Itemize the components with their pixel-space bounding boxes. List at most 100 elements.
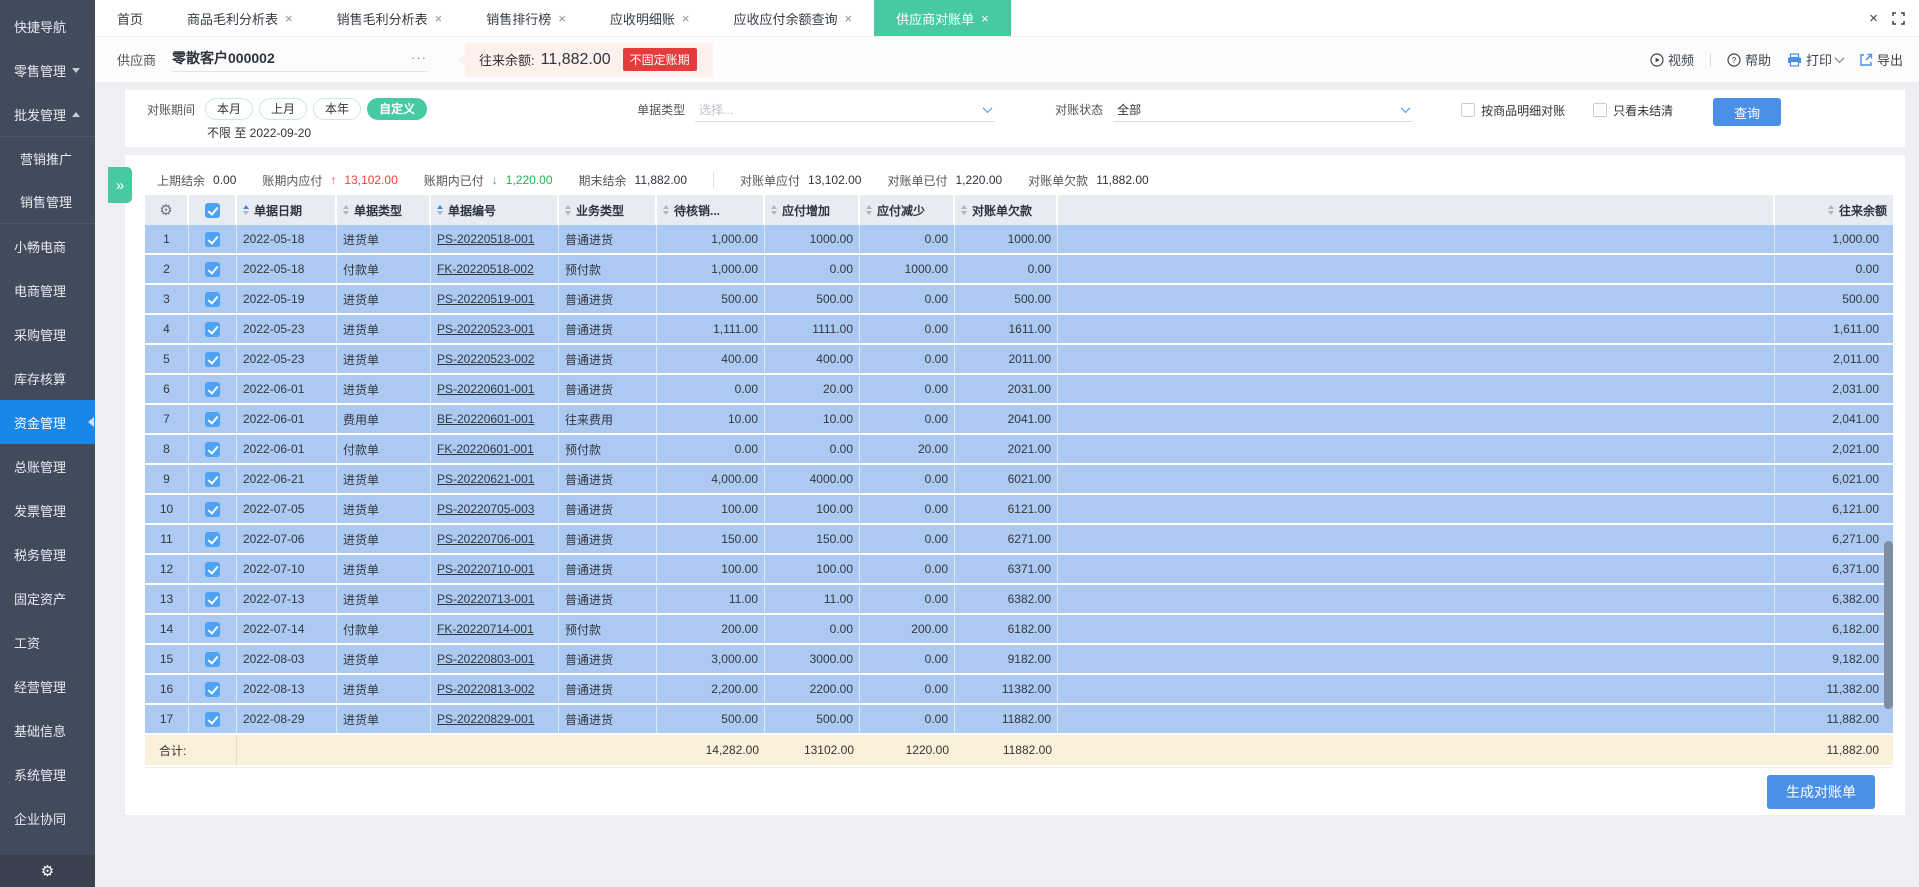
table-row[interactable]: 12 2022-07-10 进货单 PS-20220710-001 普通进货 1… [145, 555, 1893, 585]
doc-no-link[interactable]: PS-20220519-001 [437, 292, 535, 306]
period-option-last-month[interactable]: 上月 [259, 98, 308, 120]
sidebar-item-工资[interactable]: 工资 [14, 635, 41, 651]
generate-statement-button[interactable]: 生成对账单 [1767, 774, 1875, 809]
tab-应收应付余额查询[interactable]: 应收应付余额查询 × [733, 10, 853, 27]
period-option-custom[interactable]: 自定义 [367, 98, 428, 120]
row-checkbox[interactable] [189, 705, 237, 733]
row-checkbox[interactable] [189, 645, 237, 673]
table-row[interactable]: 17 2022-08-29 进货单 PS-20220829-001 普通进货 5… [145, 705, 1893, 735]
tab-close-icon[interactable]: × [285, 10, 293, 26]
row-checkbox[interactable] [189, 345, 237, 373]
column-header-单据类型[interactable]: 单据类型 [337, 195, 431, 225]
doc-no-link[interactable]: PS-20220829-001 [437, 712, 535, 726]
table-row[interactable]: 16 2022-08-13 进货单 PS-20220813-002 普通进货 2… [145, 675, 1893, 705]
row-checkbox[interactable] [189, 525, 237, 553]
sidebar-item-零售管理[interactable]: 零售管理 [0, 48, 95, 92]
sidebar-item-税务管理[interactable]: 税务管理 [14, 547, 67, 563]
fullscreen-icon[interactable] [1892, 11, 1905, 25]
tab-close-icon[interactable]: × [681, 10, 690, 26]
select-all-checkbox[interactable] [189, 195, 237, 225]
table-row[interactable]: 6 2022-06-01 进货单 PS-20220601-001 普通进货 0.… [145, 375, 1893, 405]
table-row[interactable]: 4 2022-05-23 进货单 PS-20220523-001 普通进货 1,… [145, 315, 1893, 345]
sort-icon[interactable] [243, 205, 249, 215]
tab-销售排行榜[interactable]: 销售排行榜 × [486, 10, 566, 27]
query-button[interactable]: 查询 [1713, 98, 1782, 126]
sidebar-item-基础信息[interactable]: 基础信息 [14, 723, 67, 739]
row-checkbox[interactable] [189, 555, 237, 583]
column-header-单据日期[interactable]: 单据日期 [237, 195, 337, 225]
sidebar-item-营销推广[interactable]: 营销推广 [0, 136, 95, 180]
table-row[interactable]: 9 2022-06-21 进货单 PS-20220621-001 普通进货 4,… [145, 465, 1893, 495]
doc-no-link[interactable]: PS-20220706-001 [437, 532, 535, 546]
row-checkbox[interactable] [189, 375, 237, 403]
period-range-value[interactable]: 不限 至 2022-09-20 [207, 126, 312, 140]
sort-icon[interactable] [437, 205, 443, 215]
sidebar-item-系统管理[interactable]: 系统管理 [14, 767, 67, 783]
sidebar-item-总账管理[interactable]: 总账管理 [14, 459, 67, 475]
sidebar-item-经营管理[interactable]: 经营管理 [14, 679, 67, 695]
sidebar-item-快捷导航[interactable]: 快捷导航 [14, 19, 67, 35]
doc-no-link[interactable]: PS-20220523-002 [437, 352, 535, 366]
sort-icon[interactable] [771, 205, 777, 215]
doc-no-link[interactable]: PS-20220705-003 [437, 502, 535, 516]
column-header-往来余额[interactable]: 往来余额 [1775, 195, 1893, 225]
table-row[interactable]: 11 2022-07-06 进货单 PS-20220706-001 普通进货 1… [145, 525, 1893, 555]
export-button[interactable]: 导出 [1859, 50, 1903, 69]
table-row[interactable]: 2 2022-05-18 付款单 FK-20220518-002 预付款 1,0… [145, 255, 1893, 285]
doc-no-link[interactable]: PS-20220621-001 [437, 472, 535, 486]
row-checkbox[interactable] [189, 615, 237, 643]
row-checkbox[interactable] [189, 255, 237, 283]
table-row[interactable]: 15 2022-08-03 进货单 PS-20220803-001 普通进货 3… [145, 645, 1893, 675]
table-row[interactable]: 8 2022-06-01 付款单 FK-20220601-001 预付款 0.0… [145, 435, 1893, 465]
doc-no-link[interactable]: BE-20220601-001 [437, 412, 535, 426]
table-row[interactable]: 10 2022-07-05 进货单 PS-20220705-003 普通进货 1… [145, 495, 1893, 525]
expand-panel-button[interactable]: » [108, 167, 132, 203]
column-header-待核销...[interactable]: 待核销... [657, 195, 765, 225]
supplier-more-icon[interactable]: ··· [411, 50, 428, 65]
tab-首页[interactable]: 首页 [117, 11, 144, 27]
sidebar-item-批发管理[interactable]: 批发管理 [0, 92, 95, 136]
table-row[interactable]: 3 2022-05-19 进货单 PS-20220519-001 普通进货 50… [145, 285, 1893, 315]
doc-no-link[interactable]: PS-20220803-001 [437, 652, 535, 666]
table-row[interactable]: 13 2022-07-13 进货单 PS-20220713-001 普通进货 1… [145, 585, 1893, 615]
period-option-this-month[interactable]: 本月 [205, 98, 254, 120]
doc-type-select[interactable]: 选择... [695, 98, 996, 122]
row-checkbox[interactable] [189, 405, 237, 433]
detail-checkbox[interactable] [1461, 103, 1476, 117]
tab-商品毛利分析表[interactable]: 商品毛利分析表 × [187, 10, 293, 27]
sidebar-item-电商管理[interactable]: 电商管理 [14, 283, 67, 299]
close-window-icon[interactable]: × [1869, 9, 1878, 27]
sort-icon[interactable] [343, 205, 349, 215]
row-checkbox[interactable] [189, 315, 237, 343]
doc-no-link[interactable]: PS-20220523-001 [437, 322, 535, 336]
sort-icon[interactable] [1827, 205, 1834, 215]
video-button[interactable]: 视频 [1650, 50, 1694, 69]
doc-no-link[interactable]: FK-20220601-001 [437, 442, 534, 456]
doc-no-link[interactable]: PS-20220813-002 [437, 682, 535, 696]
tab-应收明细账[interactable]: 应收明细账 × [609, 10, 690, 27]
doc-no-link[interactable]: FK-20220518-002 [437, 262, 534, 276]
doc-no-link[interactable]: PS-20220601-001 [437, 382, 535, 396]
tab-销售毛利分析表[interactable]: 销售毛利分析表 × [336, 10, 443, 27]
sidebar-item-采购管理[interactable]: 采购管理 [14, 327, 67, 343]
tab-close-icon[interactable]: × [434, 10, 443, 26]
sidebar-item-发票管理[interactable]: 发票管理 [14, 503, 67, 519]
vertical-scrollbar[interactable] [1884, 541, 1893, 710]
period-option-this-year[interactable]: 本年 [313, 98, 362, 120]
row-checkbox[interactable] [189, 225, 237, 253]
row-checkbox[interactable] [189, 495, 237, 523]
row-checkbox[interactable] [189, 435, 237, 463]
doc-no-link[interactable]: PS-20220713-001 [437, 592, 535, 606]
status-select[interactable]: 全部 [1113, 98, 1414, 122]
sort-icon[interactable] [663, 205, 669, 215]
table-row[interactable]: 1 2022-05-18 进货单 PS-20220518-001 普通进货 1,… [145, 225, 1893, 255]
table-row[interactable]: 14 2022-07-14 付款单 FK-20220714-001 预付款 20… [145, 615, 1893, 645]
sort-icon[interactable] [961, 205, 967, 215]
print-button[interactable]: 打印 [1787, 50, 1845, 69]
tab-close-icon[interactable]: × [558, 10, 566, 26]
row-checkbox[interactable] [189, 585, 237, 613]
sort-icon[interactable] [866, 205, 872, 215]
column-header-业务类型[interactable]: 业务类型 [559, 195, 657, 225]
sidebar-item-小畅电商[interactable]: 小畅电商 [14, 239, 67, 255]
column-header-单据编号[interactable]: 单据编号 [431, 195, 559, 225]
